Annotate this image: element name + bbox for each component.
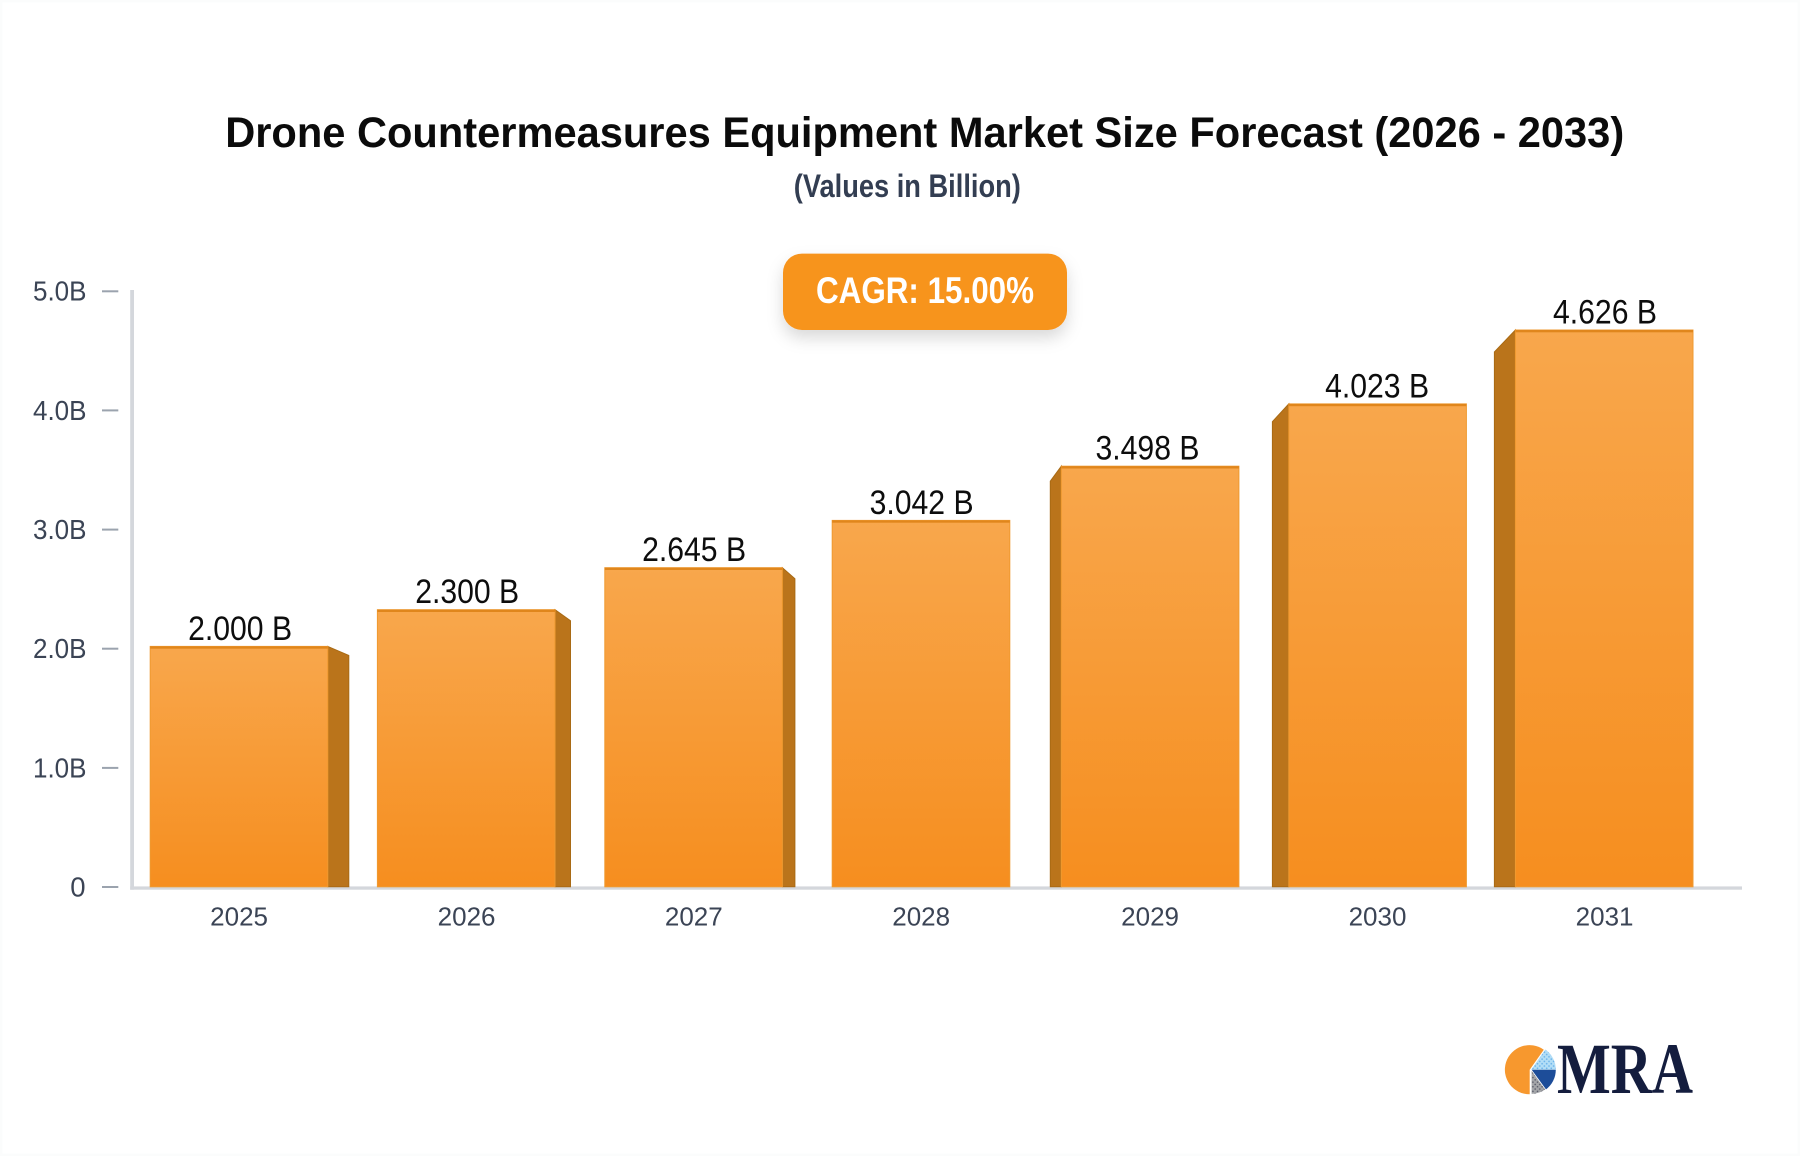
svg-text:2030: 2030 [1349, 902, 1407, 932]
svg-text:3.498 B: 3.498 B [1096, 430, 1200, 468]
svg-text:2025: 2025 [210, 902, 268, 932]
svg-text:4.626 B: 4.626 B [1553, 294, 1657, 332]
svg-text:0: 0 [70, 871, 85, 902]
svg-text:2.000 B: 2.000 B [188, 610, 292, 648]
svg-text:Drone Countermeasures Equipmen: Drone Countermeasures Equipment Market S… [225, 109, 1624, 156]
svg-text:2029: 2029 [1121, 902, 1179, 932]
svg-text:(Values in Billion): (Values in Billion) [794, 167, 1021, 204]
svg-text:1.0B: 1.0B [33, 752, 87, 783]
svg-text:4.0B: 4.0B [33, 395, 87, 426]
svg-text:2031: 2031 [1576, 902, 1634, 932]
svg-text:2.300 B: 2.300 B [415, 573, 519, 611]
svg-text:CAGR: 15.00%: CAGR: 15.00% [816, 270, 1034, 311]
svg-text:2.0B: 2.0B [33, 633, 87, 664]
svg-text:5.0B: 5.0B [33, 276, 87, 307]
svg-text:3.0B: 3.0B [33, 514, 87, 545]
svg-text:2027: 2027 [665, 902, 723, 932]
svg-text:2.645 B: 2.645 B [642, 531, 746, 569]
svg-text:2028: 2028 [892, 902, 950, 932]
svg-text:4.023 B: 4.023 B [1325, 367, 1429, 405]
svg-text:2026: 2026 [438, 902, 496, 932]
svg-text:MRA: MRA [1557, 1028, 1693, 1109]
svg-text:3.042 B: 3.042 B [870, 484, 974, 522]
